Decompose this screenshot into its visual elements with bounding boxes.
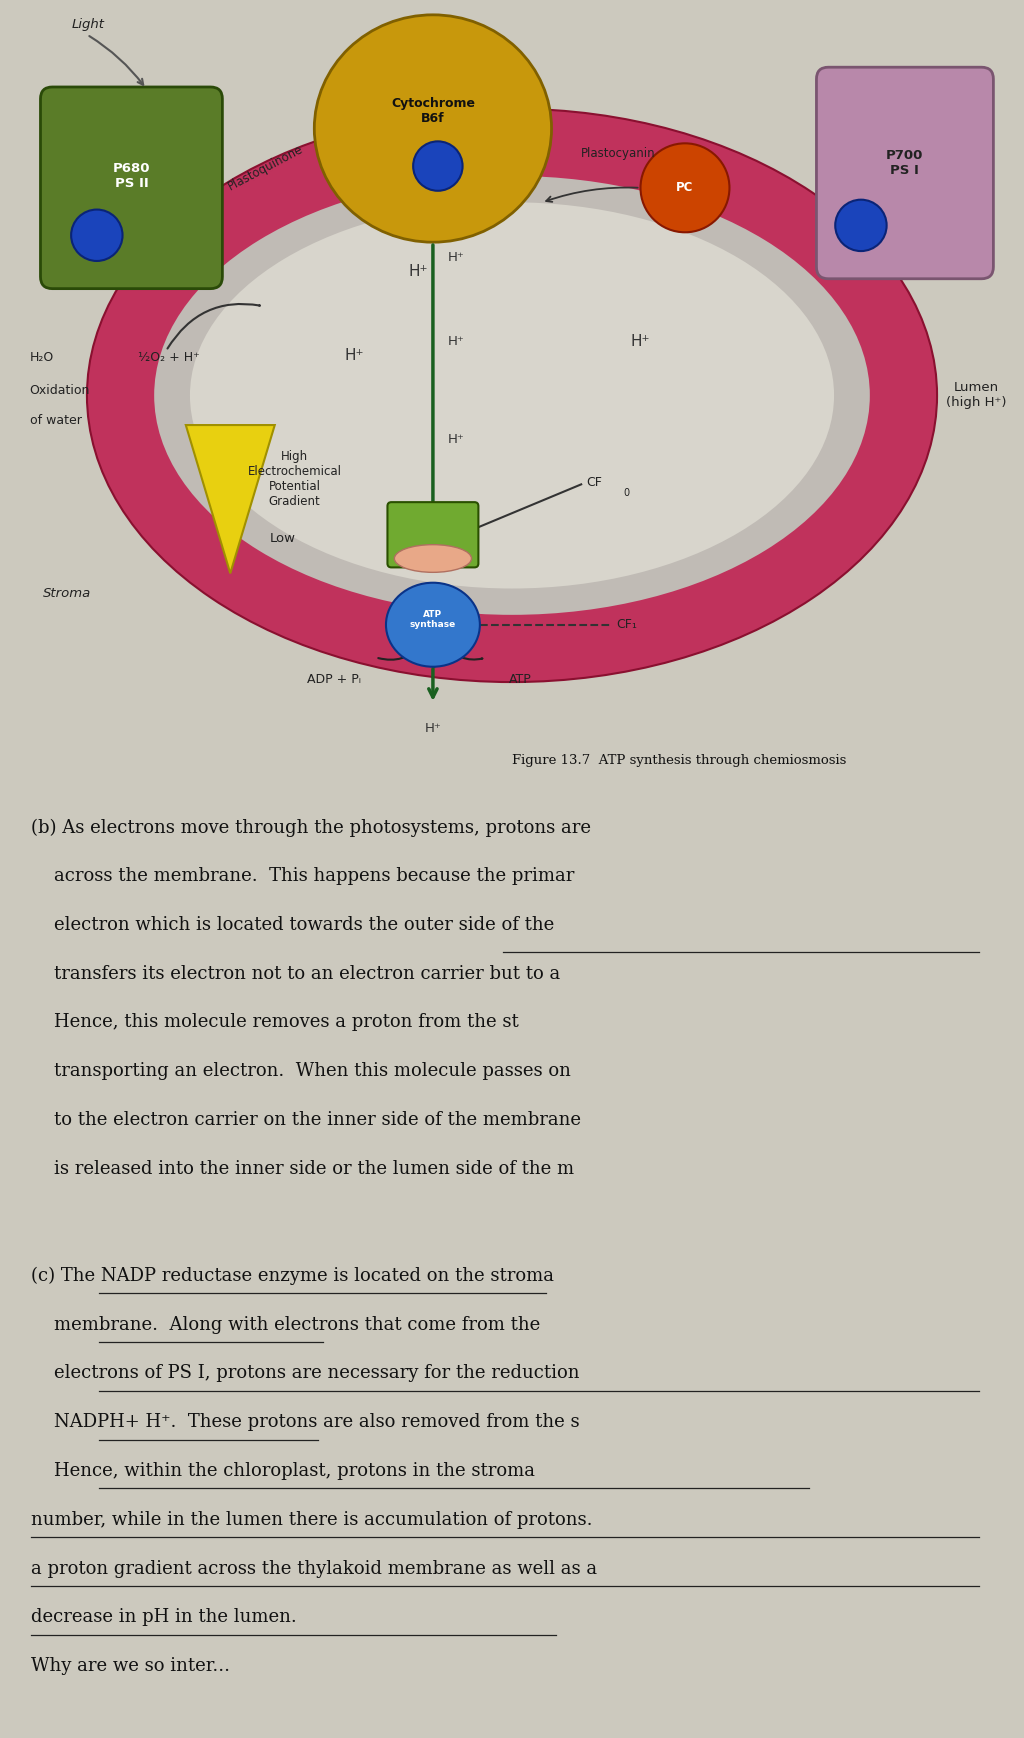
Text: High
Electrochemical
Potential
Gradient: High Electrochemical Potential Gradient bbox=[248, 450, 342, 509]
Circle shape bbox=[413, 141, 463, 191]
Ellipse shape bbox=[189, 202, 835, 589]
Text: ½O₂ + H⁺: ½O₂ + H⁺ bbox=[138, 351, 200, 365]
Text: PC: PC bbox=[676, 181, 693, 195]
Text: Plastoquinone: Plastoquinone bbox=[225, 143, 305, 193]
FancyArrowPatch shape bbox=[444, 643, 482, 659]
FancyBboxPatch shape bbox=[41, 87, 222, 289]
Text: Light: Light bbox=[72, 17, 105, 31]
Ellipse shape bbox=[386, 582, 480, 667]
Circle shape bbox=[836, 200, 887, 250]
Text: ATP
synthase: ATP synthase bbox=[410, 610, 456, 629]
Ellipse shape bbox=[394, 544, 471, 572]
Text: H⁺: H⁺ bbox=[409, 264, 428, 280]
Ellipse shape bbox=[314, 16, 552, 242]
Polygon shape bbox=[185, 426, 274, 574]
Text: Lumen
(high H⁺): Lumen (high H⁺) bbox=[946, 381, 1007, 410]
Circle shape bbox=[71, 210, 123, 261]
Text: Hence, within the chloroplast, protons in the stroma: Hence, within the chloroplast, protons i… bbox=[31, 1462, 535, 1481]
Text: (c) The NADP reductase enzyme is located on the stroma: (c) The NADP reductase enzyme is located… bbox=[31, 1267, 554, 1284]
Text: CF: CF bbox=[586, 476, 602, 488]
Text: ADP + Pᵢ: ADP + Pᵢ bbox=[307, 673, 361, 685]
Text: transfers its electron not to an electron carrier but to a: transfers its electron not to an electro… bbox=[31, 965, 560, 982]
Text: membrane.  Along with electrons that come from the: membrane. Along with electrons that come… bbox=[31, 1316, 540, 1333]
Text: ATP: ATP bbox=[509, 673, 531, 685]
Text: Cytochrome
B6f: Cytochrome B6f bbox=[391, 97, 475, 125]
Text: H⁺: H⁺ bbox=[344, 348, 364, 363]
Text: H⁺: H⁺ bbox=[425, 721, 441, 735]
Text: across the membrane.  This happens because the primar: across the membrane. This happens becaus… bbox=[31, 867, 574, 885]
Text: Figure 13.7  ATP synthesis through chemiosmosis: Figure 13.7 ATP synthesis through chemio… bbox=[512, 754, 847, 766]
FancyBboxPatch shape bbox=[816, 68, 993, 278]
Text: (b) As electrons move through the photosystems, protons are: (b) As electrons move through the photos… bbox=[31, 819, 591, 836]
Text: H⁺: H⁺ bbox=[447, 334, 465, 348]
Ellipse shape bbox=[87, 109, 937, 681]
Text: is released into the inner side or the lumen side of the m: is released into the inner side or the l… bbox=[31, 1159, 573, 1178]
Text: Stroma: Stroma bbox=[42, 587, 91, 600]
Text: H⁺: H⁺ bbox=[447, 250, 465, 264]
Text: Low: Low bbox=[269, 532, 296, 546]
Text: H⁺: H⁺ bbox=[447, 433, 465, 447]
Text: P680
PS II: P680 PS II bbox=[113, 162, 151, 189]
Text: electrons of PS I, protons are necessary for the reduction: electrons of PS I, protons are necessary… bbox=[31, 1364, 580, 1382]
FancyArrowPatch shape bbox=[168, 304, 260, 349]
FancyArrowPatch shape bbox=[378, 645, 420, 660]
Text: H⁺: H⁺ bbox=[631, 334, 650, 349]
Text: H₂O: H₂O bbox=[30, 351, 54, 365]
Text: Why are we so inter...: Why are we so inter... bbox=[31, 1658, 229, 1675]
FancyBboxPatch shape bbox=[387, 502, 478, 567]
Text: electron which is located towards the outer side of the: electron which is located towards the ou… bbox=[31, 916, 554, 933]
Text: to the electron carrier on the inner side of the membrane: to the electron carrier on the inner sid… bbox=[31, 1111, 581, 1130]
Text: Hence, this molecule removes a proton from the st: Hence, this molecule removes a proton fr… bbox=[31, 1013, 518, 1031]
Text: Oxidation: Oxidation bbox=[30, 384, 90, 396]
Circle shape bbox=[640, 143, 729, 233]
Ellipse shape bbox=[155, 176, 869, 615]
Text: P700
PS I: P700 PS I bbox=[886, 149, 924, 177]
Text: NADPH+ H⁺.  These protons are also removed from the s: NADPH+ H⁺. These protons are also remove… bbox=[31, 1413, 580, 1432]
Text: of water: of water bbox=[30, 414, 82, 426]
Text: decrease in pH in the lumen.: decrease in pH in the lumen. bbox=[31, 1608, 297, 1627]
Text: Plastocyanin: Plastocyanin bbox=[582, 146, 655, 160]
Text: a proton gradient across the thylakoid membrane as well as a: a proton gradient across the thylakoid m… bbox=[31, 1559, 597, 1578]
Text: number, while in the lumen there is accumulation of protons.: number, while in the lumen there is accu… bbox=[31, 1510, 592, 1529]
Text: 0: 0 bbox=[624, 488, 630, 499]
Text: CF₁: CF₁ bbox=[615, 619, 637, 631]
Text: transporting an electron.  When this molecule passes on: transporting an electron. When this mole… bbox=[31, 1062, 570, 1081]
